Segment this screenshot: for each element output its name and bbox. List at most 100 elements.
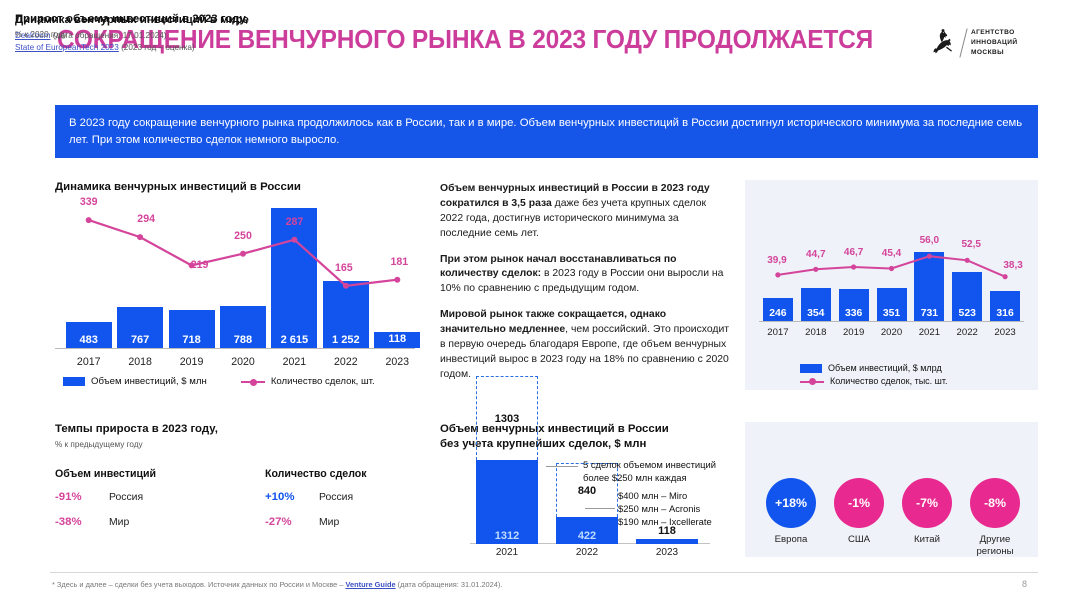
world-chart-plot: 246 354 336 351 731 523 316 39,9 44,7 46,7 45,4 56… bbox=[745, 233, 1038, 338]
russia-line-value: 339 bbox=[79, 196, 98, 209]
world-line-value: 52,5 bbox=[961, 239, 981, 251]
leader-line-2 bbox=[585, 508, 615, 509]
russia-x-tick: 2022 bbox=[334, 356, 358, 368]
line-swatch-icon bbox=[800, 377, 824, 386]
world-line-value: 45,4 bbox=[881, 248, 902, 260]
summary-banner-text: В 2023 году сокращение венчурного рынка … bbox=[69, 117, 1023, 147]
increase-header: Прирост объема инвестиций в 2023 году, %… bbox=[15, 12, 281, 53]
excluded-annotation-2-line2: $250 млн – Acronis bbox=[618, 502, 701, 514]
world-line-value: 38,3 bbox=[1003, 259, 1023, 271]
growth-column-investments: Объем инвестиций -91% Россия -38% Мир bbox=[55, 468, 205, 541]
increase-title: Прирост объема инвестиций в 2023 году, bbox=[15, 13, 249, 25]
logo-line-3: МОСКВЫ bbox=[971, 49, 1005, 57]
growth-label-russia-volume: Россия bbox=[109, 491, 144, 503]
increase-circle: +18% bbox=[766, 478, 816, 528]
russia-x-tick: 2019 bbox=[179, 356, 204, 368]
russia-chart: Динамика венчурных инвестиций в России 4… bbox=[55, 180, 430, 390]
russia-bar-value: 483 bbox=[79, 334, 98, 346]
legend-label-deals: Количество сделок, шт. bbox=[270, 376, 375, 387]
world-bar: 731 bbox=[914, 252, 945, 321]
world-chart-source: Dealroom (дата обращения: 17.01.2024) bbox=[15, 30, 279, 41]
world-x-tick: 2023 bbox=[994, 327, 1016, 338]
legend-item-investments: Объем инвестиций, $ млн bbox=[63, 376, 207, 387]
excluded-solid-bar: 118 bbox=[636, 525, 698, 544]
world-line-value: 39,9 bbox=[767, 254, 787, 266]
growth-row-world-deals: -27% Мир bbox=[265, 516, 415, 528]
russia-bar-value: 118 bbox=[388, 333, 407, 345]
world-source-date: (дата обращения: 17.01.2024) bbox=[50, 30, 167, 40]
excluded-x-tick: 2023 bbox=[655, 547, 679, 558]
growth-row-russia-volume: -91% Россия bbox=[55, 491, 205, 503]
increase-circles: +18% Европа -1% США -7% Китай -8% Другие регионы bbox=[757, 478, 1029, 558]
logo-divider bbox=[959, 28, 968, 59]
increase-region-item: -8% Другие регионы bbox=[961, 478, 1029, 558]
page-title: СОКРАЩЕНИЕ ВЕНЧУРНОГО РЫНКА В 2023 ГОДУ … bbox=[57, 26, 874, 54]
excluded-x-tick: 2022 bbox=[575, 547, 599, 558]
russia-x-tick: 2018 bbox=[128, 356, 152, 368]
footnote-link[interactable]: Venture Guide bbox=[345, 580, 396, 589]
logo-line-2: ИННОВАЦИЙ bbox=[971, 39, 1018, 47]
summary-banner: В 2023 году сокращение венчурного рынка … bbox=[55, 105, 1038, 158]
commentary-p2-bold: При этом рынок начал восстанавливаться п… bbox=[440, 253, 677, 280]
world-x-tick: 2019 bbox=[842, 327, 865, 338]
world-x-tick: 2017 bbox=[767, 327, 789, 338]
excluded-dashed-value: 840 bbox=[577, 484, 597, 497]
excluded-title-line2: без учета крупнейших сделок, $ млн bbox=[440, 437, 647, 450]
bar-swatch-icon bbox=[63, 377, 85, 386]
growth-label-world-deals: Мир bbox=[319, 516, 340, 528]
increase-source-link[interactable]: State of EuropeanTech 2023 bbox=[15, 42, 119, 52]
russia-line-value: 287 bbox=[285, 215, 304, 228]
moscow-coat-of-arms-icon bbox=[933, 29, 952, 54]
line-swatch-icon bbox=[240, 377, 265, 386]
world-bar-value: 731 bbox=[920, 308, 939, 319]
russia-bar: 483 bbox=[65, 322, 112, 348]
excluded-deals-block: Объем венчурных инвестиций в России без … bbox=[440, 422, 740, 452]
growth-columns: Объем инвестиций -91% Россия -38% Мир Ко… bbox=[55, 468, 430, 541]
world-bar: 246 bbox=[762, 297, 793, 321]
commentary-p1-rest: даже без учета крупных сделок 2022 года,… bbox=[440, 197, 707, 239]
increase-region-label: Китай bbox=[914, 534, 940, 545]
page-number: 8 bbox=[1022, 579, 1028, 589]
excluded-annotation-2-line1: $400 млн – Miro bbox=[618, 490, 688, 501]
excluded-dashed-segment: 1303 bbox=[476, 376, 538, 460]
world-bar-value: 523 bbox=[958, 308, 976, 319]
increase-circle: -8% bbox=[970, 478, 1020, 528]
footnote-post: (дата обращения: 31.01.2024). bbox=[395, 580, 503, 589]
growth-value-russia-deals: +10% bbox=[265, 490, 295, 503]
world-legend-item-deals: Количество сделок, тыс. шт. bbox=[800, 376, 948, 386]
world-legend-item-investments: Объем инвестиций, $ млрд bbox=[800, 363, 948, 373]
russia-x-tick: 2017 bbox=[76, 356, 101, 368]
growth-subtitle: % к предыдущему году bbox=[55, 439, 143, 449]
legend-item-deals: Количество сделок, шт. bbox=[240, 376, 375, 387]
excluded-dashed-segment: 840 bbox=[556, 463, 618, 517]
world-chart-panel bbox=[745, 180, 1038, 390]
excluded-solid-bar: 1312 bbox=[476, 459, 538, 544]
growth-column-deals: Количество сделок +10% Россия -27% Мир bbox=[265, 468, 415, 541]
commentary-p3-rest: , чем российский. Это происходит в перву… bbox=[440, 324, 730, 380]
world-axis-line bbox=[759, 321, 1024, 322]
slide-header: СОКРАЩЕНИЕ ВЕНЧУРНОГО РЫНКА В 2023 ГОДУ … bbox=[0, 0, 1080, 88]
russia-chart-legend: Объем инвестиций, $ млн Количество сдело… bbox=[63, 376, 375, 387]
excluded-annotation-2-line3: $190 млн – Ixcellerate bbox=[618, 515, 712, 527]
excluded-annotation-2: $400 млн – Miro $250 млн – Acronis $190 … bbox=[618, 490, 748, 529]
world-x-tick: 2021 bbox=[918, 327, 941, 338]
increase-region-item: -1% США bbox=[825, 478, 893, 558]
world-source-link[interactable]: Dealroom bbox=[15, 30, 51, 40]
excluded-column: 840 422 bbox=[556, 463, 618, 544]
commentary-paragraph-2: При этом рынок начал восстанавливаться п… bbox=[440, 253, 732, 298]
russia-bar: 2 615 bbox=[271, 208, 318, 348]
footer-divider bbox=[50, 572, 1038, 573]
increase-region-item: -7% Китай bbox=[893, 478, 961, 558]
world-bar-value: 351 bbox=[882, 308, 901, 319]
logo-line-1: АГЕНТСТВО bbox=[971, 29, 1015, 36]
increase-region-label: США bbox=[847, 534, 871, 545]
russia-x-tick: 2021 bbox=[282, 356, 307, 368]
world-x-tick: 2022 bbox=[956, 327, 978, 338]
world-chart-legend: Объем инвестиций, $ млрд Количество сдел… bbox=[800, 363, 948, 389]
commentary-paragraph-1: Объем венчурных инвестиций в России в 20… bbox=[440, 182, 732, 242]
world-bar: 336 bbox=[838, 289, 869, 321]
excluded-column: 118 bbox=[636, 525, 698, 544]
increase-source: State of EuropeanTech 2023 (2023 год – о… bbox=[15, 42, 281, 53]
world-line-value: 44,7 bbox=[806, 249, 826, 261]
